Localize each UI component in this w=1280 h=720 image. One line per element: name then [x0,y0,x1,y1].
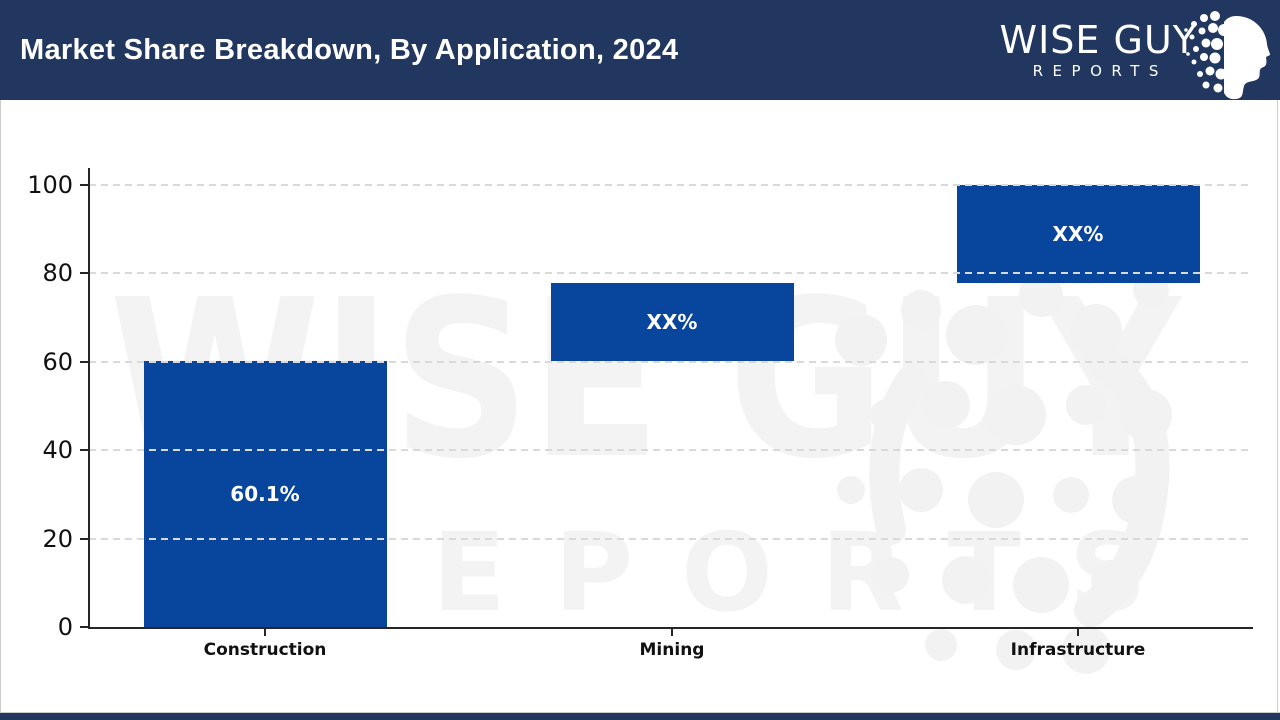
gridline-y-80 [89,272,1253,275]
y-axis-tick-label: 40 [42,436,73,465]
bar-construction: 60.1% [143,361,387,627]
gridline-y-20 [89,537,1253,540]
y-axis-tick-label: 80 [42,259,73,288]
watermark-subtext: REPORTS [301,511,1195,636]
logo-text: WISE GUY REPORTS [1000,20,1197,80]
y-axis-tick-label: 100 [27,171,73,199]
y-axis-tick [80,360,88,363]
gridline-y-40 [89,449,1253,452]
y-axis-tick [80,184,88,186]
footer-bar [0,712,1280,720]
x-axis-category-label: Infrastructure [1010,640,1146,660]
y-axis-tick [80,272,88,275]
y-axis-tick [80,449,88,452]
y-axis-tick-label: 60 [42,347,73,376]
y-axis-tick [80,626,88,628]
y-axis-tick [80,537,88,540]
bar-value-label: XX% [1052,221,1104,246]
x-axis-tick [671,629,673,636]
logo-head-icon [1184,11,1270,100]
wise-guy-logo: WISE GUY REPORTS [1000,6,1272,100]
logo-subtext: REPORTS [1032,62,1168,80]
x-axis-category-label: Mining [639,640,705,660]
chart-body: WISE GUY REPORTS 60.1% XX% XX% 0 20 40 60 80 100… [0,100,1278,713]
bar-mining: XX% [550,282,794,362]
y-axis-tick-label: 0 [57,613,73,641]
bar-value-label: 60.1% [230,482,300,507]
bar-infrastructure: XX% [956,185,1200,283]
logo-wordmark: WISE GUY [999,18,1197,62]
watermark-head-dots-icon [835,272,1172,674]
x-axis-category-label: Construction [203,640,327,660]
header: Market Share Breakdown, By Application, … [0,0,1280,100]
page-title: Market Share Breakdown, By Application, … [20,33,679,66]
y-axis-tick-label: 20 [42,524,73,553]
x-axis-spine [88,627,1253,629]
gridline-y-100 [89,184,1253,186]
bar-value-label: XX% [646,310,698,334]
plot-area: 60.1% XX% XX% 0 20 40 60 80 100 Construction Minin… [1,100,1277,713]
gridline-y-60 [89,360,1253,363]
x-axis-tick [264,629,266,636]
y-axis-spine [88,168,90,629]
x-axis-tick [1077,629,1079,636]
